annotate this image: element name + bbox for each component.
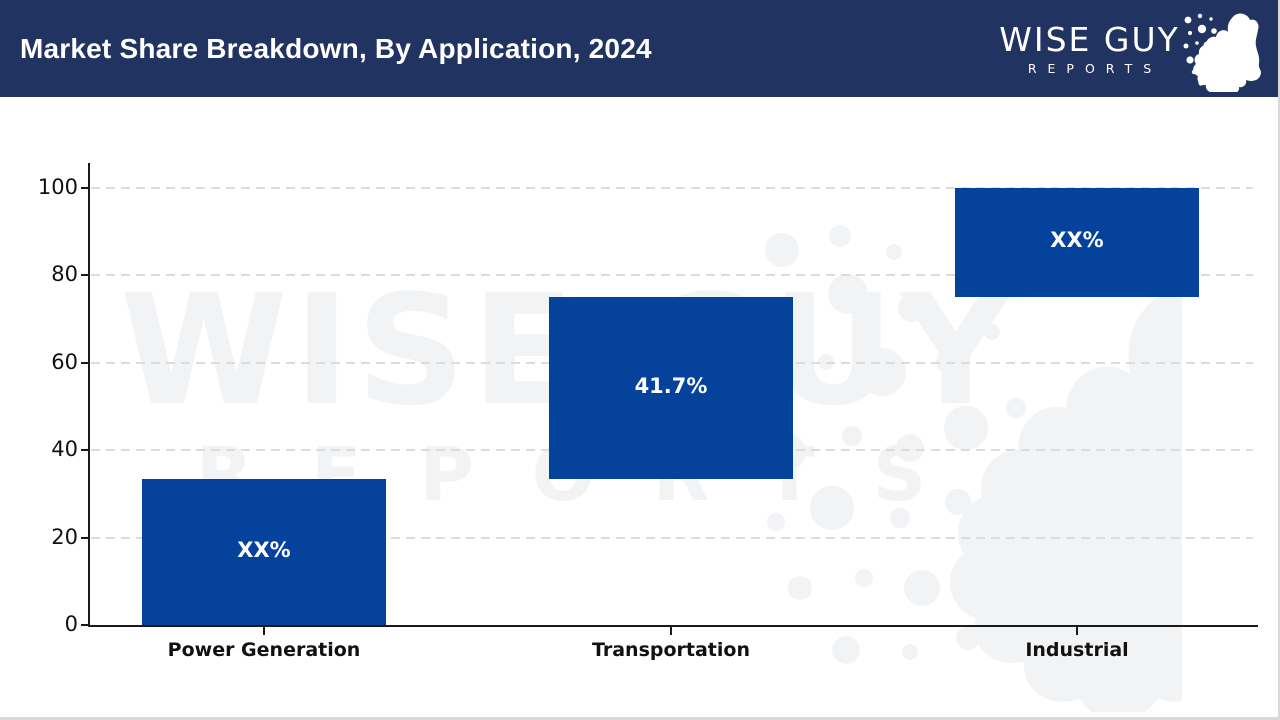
x-tick-1	[670, 627, 672, 635]
y-tick-20	[81, 536, 88, 539]
bar-power-generation[interactable]	[142, 479, 386, 625]
x-category-label: Transportation	[591, 639, 750, 661]
y-tick-60	[81, 361, 88, 364]
logo-head-icon	[1183, 13, 1261, 92]
y-tick-label-80: 80	[51, 262, 78, 286]
x-tick-0	[263, 627, 265, 635]
bar-value-label: XX%	[237, 538, 291, 563]
logo-reports-text: REPORTS	[1027, 61, 1163, 76]
bar-industrial[interactable]	[955, 187, 1199, 297]
gridline-100	[91, 186, 1253, 189]
gridline-80	[91, 274, 1253, 276]
bar-value-label: XX%	[1050, 228, 1104, 253]
y-tick-100	[81, 186, 88, 189]
x-category-label: Power Generation	[167, 639, 361, 661]
x-axis-line	[88, 625, 1258, 627]
bar-value-label: 41.7%	[634, 374, 708, 399]
x-tick-2	[1076, 627, 1078, 635]
bar-transportation[interactable]	[549, 296, 793, 480]
x-category-label: Industrial	[1025, 639, 1129, 661]
y-tick-label-0: 0	[64, 612, 78, 636]
y-tick-0	[81, 624, 88, 626]
y-axis-line	[88, 163, 90, 627]
y-tick-label-40: 40	[51, 437, 78, 461]
logo-wordmark: WISE GUY	[999, 20, 1180, 59]
y-tick-80	[81, 274, 88, 276]
header-bar: Market Share Breakdown, By Application, …	[0, 0, 1278, 97]
y-tick-label-100: 100	[37, 174, 78, 199]
y-tick-40	[81, 449, 88, 451]
gridline-20	[91, 536, 1253, 539]
y-tick-label-60: 60	[51, 349, 78, 374]
y-tick-label-20: 20	[51, 524, 78, 549]
page-title: Market Share Breakdown, By Application, …	[20, 32, 652, 64]
wise-guy-reports-logo: WISE GUY REPORTS	[997, 6, 1262, 92]
